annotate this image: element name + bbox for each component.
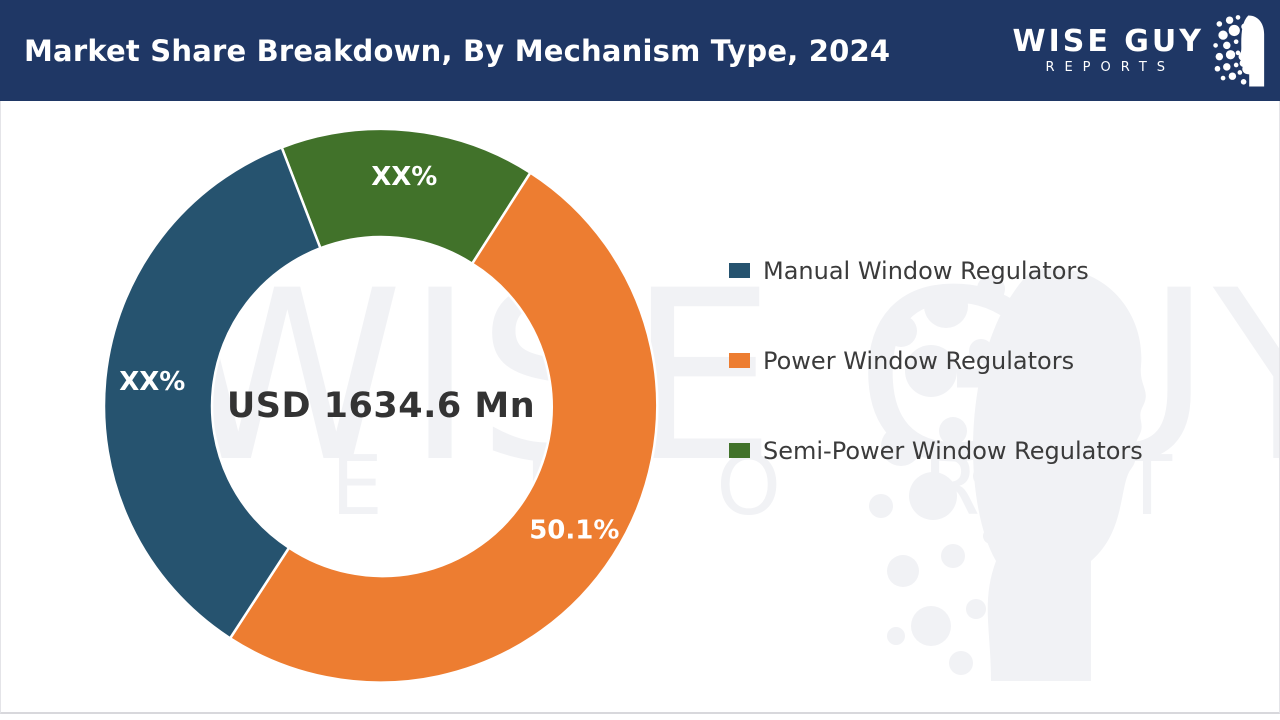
legend-item-power-window-regulators: Power Window Regulators — [729, 346, 1143, 375]
legend-swatch-orange-icon — [729, 353, 750, 368]
header-bar: Market Share Breakdown, By Mechanism Typ… — [0, 0, 1280, 101]
donut-slice-power-window-regulators — [228, 171, 659, 684]
legend-label: Manual Window Regulators — [763, 256, 1089, 285]
slice-percentage-label: XX% — [371, 162, 437, 192]
slice-percentage-label: XX% — [119, 367, 185, 397]
face-profile-dots-icon — [1213, 14, 1265, 86]
logo-tagline: REPORTS — [1045, 59, 1176, 75]
donut-center-value: USD 1634.6 Mn — [226, 386, 536, 426]
legend-item-semi-power-window-regulators: Semi-Power Window Regulators — [729, 436, 1143, 465]
slice-percentage-label: 50.1% — [529, 516, 619, 546]
legend-swatch-blue-icon — [729, 263, 750, 278]
logo-text: WISE GUY REPORTS — [1012, 26, 1204, 75]
wiseguy-logo: WISE GUY REPORTS — [1012, 0, 1266, 101]
legend-item-manual-window-regulators: Manual Window Regulators — [729, 256, 1143, 285]
legend-label: Semi-Power Window Regulators — [763, 436, 1143, 465]
legend-label: Power Window Regulators — [763, 346, 1075, 375]
logo-wordmark: WISE GUY — [1012, 24, 1204, 60]
page-title: Market Share Breakdown, By Mechanism Typ… — [24, 33, 891, 68]
donut-slice-manual-window-regulators — [102, 146, 322, 640]
donut-chart: XX% 50.1% XX% — [102, 127, 659, 684]
legend-swatch-green-icon — [729, 443, 750, 458]
legend: Manual Window Regulators Power Window Re… — [729, 256, 1143, 465]
chart-area: WISE GUY E P O R T S XX%50.1%XX% USD 163… — [0, 101, 1280, 714]
